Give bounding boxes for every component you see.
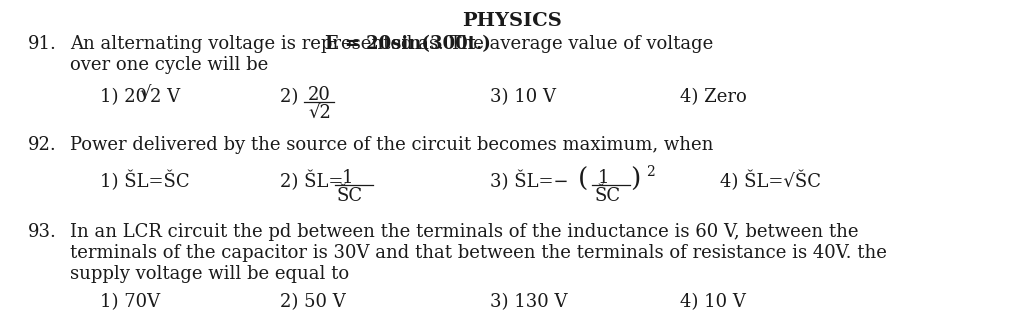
Text: over one cycle will be: over one cycle will be	[70, 56, 268, 74]
Text: 2: 2	[646, 165, 654, 179]
Text: In an LCR circuit the pd between the terminals of the inductance is 60 V, betwee: In an LCR circuit the pd between the ter…	[70, 223, 858, 241]
Text: ŠC: ŠC	[337, 187, 364, 205]
Text: 4) 10 V: 4) 10 V	[680, 293, 745, 311]
Text: supply voltage will be equal to: supply voltage will be equal to	[70, 265, 349, 283]
Text: 4) Zero: 4) Zero	[680, 88, 746, 106]
Text: 2 V: 2 V	[150, 88, 180, 106]
Text: . The average value of voltage: . The average value of voltage	[438, 35, 714, 53]
Text: E = 20sin(300t.): E = 20sin(300t.)	[325, 35, 490, 53]
Text: 3) ŠL=−: 3) ŠL=−	[490, 171, 568, 191]
Text: 1) 20: 1) 20	[100, 88, 147, 106]
Text: 1: 1	[598, 169, 609, 187]
Text: √2: √2	[308, 104, 331, 122]
Text: PHYSICS: PHYSICS	[462, 12, 562, 30]
Text: 92.: 92.	[28, 136, 56, 154]
Text: 3) 130 V: 3) 130 V	[490, 293, 567, 311]
Text: 3) 10 V: 3) 10 V	[490, 88, 556, 106]
Text: Power delivered by the source of the circuit becomes maximum, when: Power delivered by the source of the cir…	[70, 136, 714, 154]
Text: (: (	[578, 167, 589, 192]
Text: 1) ŠL=ŠC: 1) ŠL=ŠC	[100, 171, 189, 191]
Text: 4) ŠL=√ŠC: 4) ŠL=√ŠC	[720, 171, 821, 191]
Text: 1: 1	[342, 169, 353, 187]
Text: 2) ŠL=: 2) ŠL=	[280, 171, 343, 191]
Text: ŠC: ŠC	[594, 187, 621, 205]
Text: 1) 70V: 1) 70V	[100, 293, 160, 311]
Text: 91.: 91.	[28, 35, 57, 53]
Text: An alternating voltage is represented as: An alternating voltage is represented as	[70, 35, 443, 53]
Text: 20: 20	[308, 86, 331, 104]
Text: terminals of the capacitor is 30V and that between the terminals of resistance i: terminals of the capacitor is 30V and th…	[70, 244, 887, 262]
Text: 2): 2)	[280, 88, 304, 106]
Text: 93.: 93.	[28, 223, 57, 241]
Text: 2) 50 V: 2) 50 V	[280, 293, 346, 311]
Text: ): )	[630, 167, 640, 192]
Text: √: √	[139, 85, 151, 103]
